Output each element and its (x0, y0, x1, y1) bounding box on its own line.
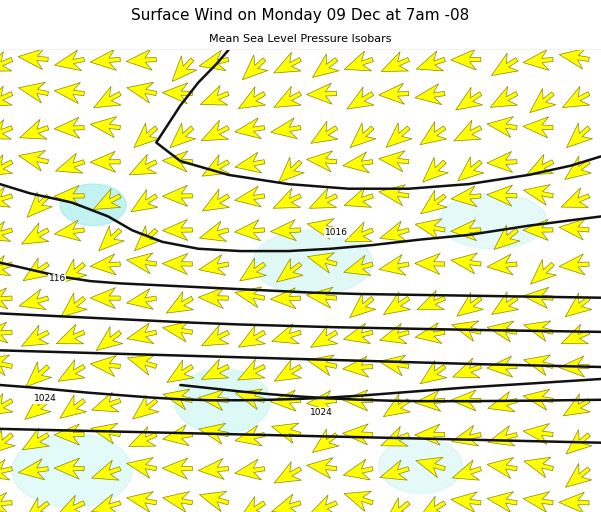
Ellipse shape (379, 438, 463, 494)
Ellipse shape (60, 184, 126, 226)
Ellipse shape (252, 230, 373, 295)
Text: Mean Sea Level Pressure Isobars: Mean Sea Level Pressure Isobars (209, 34, 392, 44)
Ellipse shape (439, 194, 547, 249)
Text: 116: 116 (49, 274, 66, 283)
Ellipse shape (12, 434, 132, 507)
Text: 1024: 1024 (310, 408, 333, 417)
Text: 1016: 1016 (325, 228, 348, 237)
Ellipse shape (174, 369, 270, 434)
Text: 1024: 1024 (34, 394, 56, 403)
Text: Surface Wind on Monday 09 Dec at 7am -08: Surface Wind on Monday 09 Dec at 7am -08 (132, 8, 469, 23)
